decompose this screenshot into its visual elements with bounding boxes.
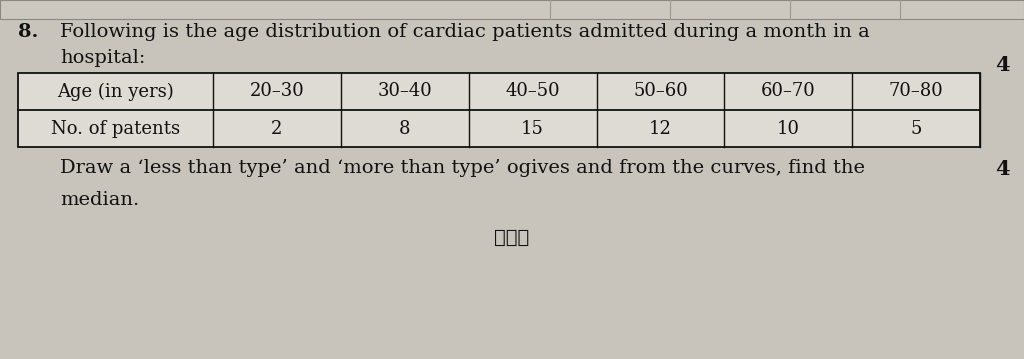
Text: 30–40: 30–40 <box>378 83 432 101</box>
Text: ׳׳׳: ׳׳׳ <box>495 229 529 247</box>
Text: 4: 4 <box>995 159 1010 179</box>
Text: 8: 8 <box>399 120 411 137</box>
Text: 10: 10 <box>777 120 800 137</box>
Text: 2: 2 <box>271 120 283 137</box>
Text: 4: 4 <box>995 55 1010 75</box>
Text: 60–70: 60–70 <box>761 83 816 101</box>
Text: Following is the age distribution of cardiac patients admitted during a month in: Following is the age distribution of car… <box>60 23 869 67</box>
Text: 5: 5 <box>910 120 922 137</box>
Text: 70–80: 70–80 <box>889 83 943 101</box>
Text: No. of patents: No. of patents <box>51 120 180 137</box>
Text: 40–50: 40–50 <box>505 83 560 101</box>
Bar <box>18 73 980 147</box>
Text: 12: 12 <box>649 120 672 137</box>
Text: Age (in yers): Age (in yers) <box>57 82 174 101</box>
Text: 20–30: 20–30 <box>250 83 304 101</box>
Text: 50–60: 50–60 <box>633 83 688 101</box>
Text: 15: 15 <box>521 120 544 137</box>
Text: median.: median. <box>60 191 139 209</box>
Text: 8.: 8. <box>18 23 38 41</box>
Bar <box>0 0 1024 19</box>
Text: Draw a ‘less than type’ and ‘more than type’ ogives and from the curves, find th: Draw a ‘less than type’ and ‘more than t… <box>60 159 865 177</box>
